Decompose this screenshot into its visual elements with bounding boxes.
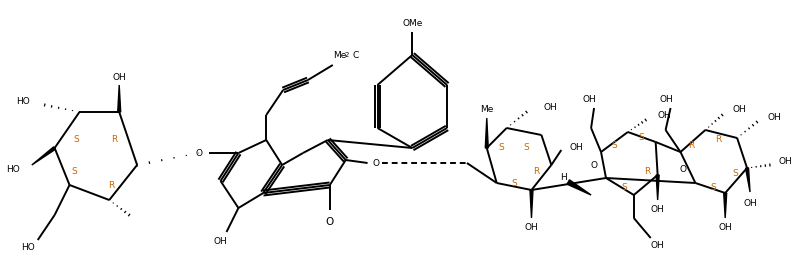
Text: O: O (591, 160, 598, 169)
Text: S: S (72, 167, 77, 176)
Text: S: S (711, 183, 716, 192)
Text: OH: OH (660, 95, 673, 105)
Text: OH: OH (651, 240, 665, 250)
Text: OH: OH (743, 198, 757, 208)
Text: R: R (688, 140, 695, 150)
Text: OH: OH (779, 157, 793, 166)
Polygon shape (746, 168, 750, 192)
Polygon shape (118, 85, 121, 112)
Polygon shape (656, 175, 659, 200)
Text: S: S (524, 144, 529, 153)
Text: R: R (111, 136, 118, 144)
Text: OH: OH (768, 114, 781, 122)
Text: OH: OH (732, 105, 746, 115)
Text: S: S (611, 140, 617, 150)
Text: R: R (716, 136, 721, 144)
Text: OH: OH (544, 104, 557, 112)
Text: R: R (645, 167, 651, 176)
Text: S: S (74, 136, 80, 144)
Text: HO: HO (21, 244, 35, 253)
Text: S: S (498, 144, 505, 153)
Text: S: S (621, 183, 626, 192)
Text: H: H (560, 173, 567, 182)
Text: 2: 2 (344, 52, 349, 58)
Text: O: O (680, 166, 687, 175)
Text: OH: OH (719, 224, 732, 233)
Polygon shape (485, 118, 488, 148)
Text: C: C (353, 50, 359, 60)
Text: HO: HO (16, 98, 29, 107)
Text: Me: Me (333, 50, 346, 60)
Text: Me: Me (480, 105, 494, 115)
Text: O: O (196, 149, 202, 157)
Text: OMe: OMe (402, 18, 422, 27)
Text: S: S (638, 134, 644, 143)
Polygon shape (530, 190, 533, 218)
Text: R: R (108, 180, 114, 189)
Text: S: S (732, 169, 738, 178)
Text: O: O (326, 217, 334, 227)
Text: OH: OH (657, 111, 672, 121)
Polygon shape (567, 180, 591, 195)
Text: OH: OH (582, 95, 596, 105)
Polygon shape (723, 193, 727, 218)
Text: OH: OH (569, 143, 583, 151)
Text: OH: OH (112, 73, 126, 82)
Text: S: S (512, 179, 518, 188)
Text: OH: OH (525, 224, 538, 233)
Text: R: R (533, 167, 540, 176)
Text: OH: OH (651, 205, 665, 215)
Text: OH: OH (214, 237, 227, 247)
Text: O: O (372, 159, 379, 167)
Text: HO: HO (6, 166, 20, 175)
Polygon shape (32, 147, 56, 165)
